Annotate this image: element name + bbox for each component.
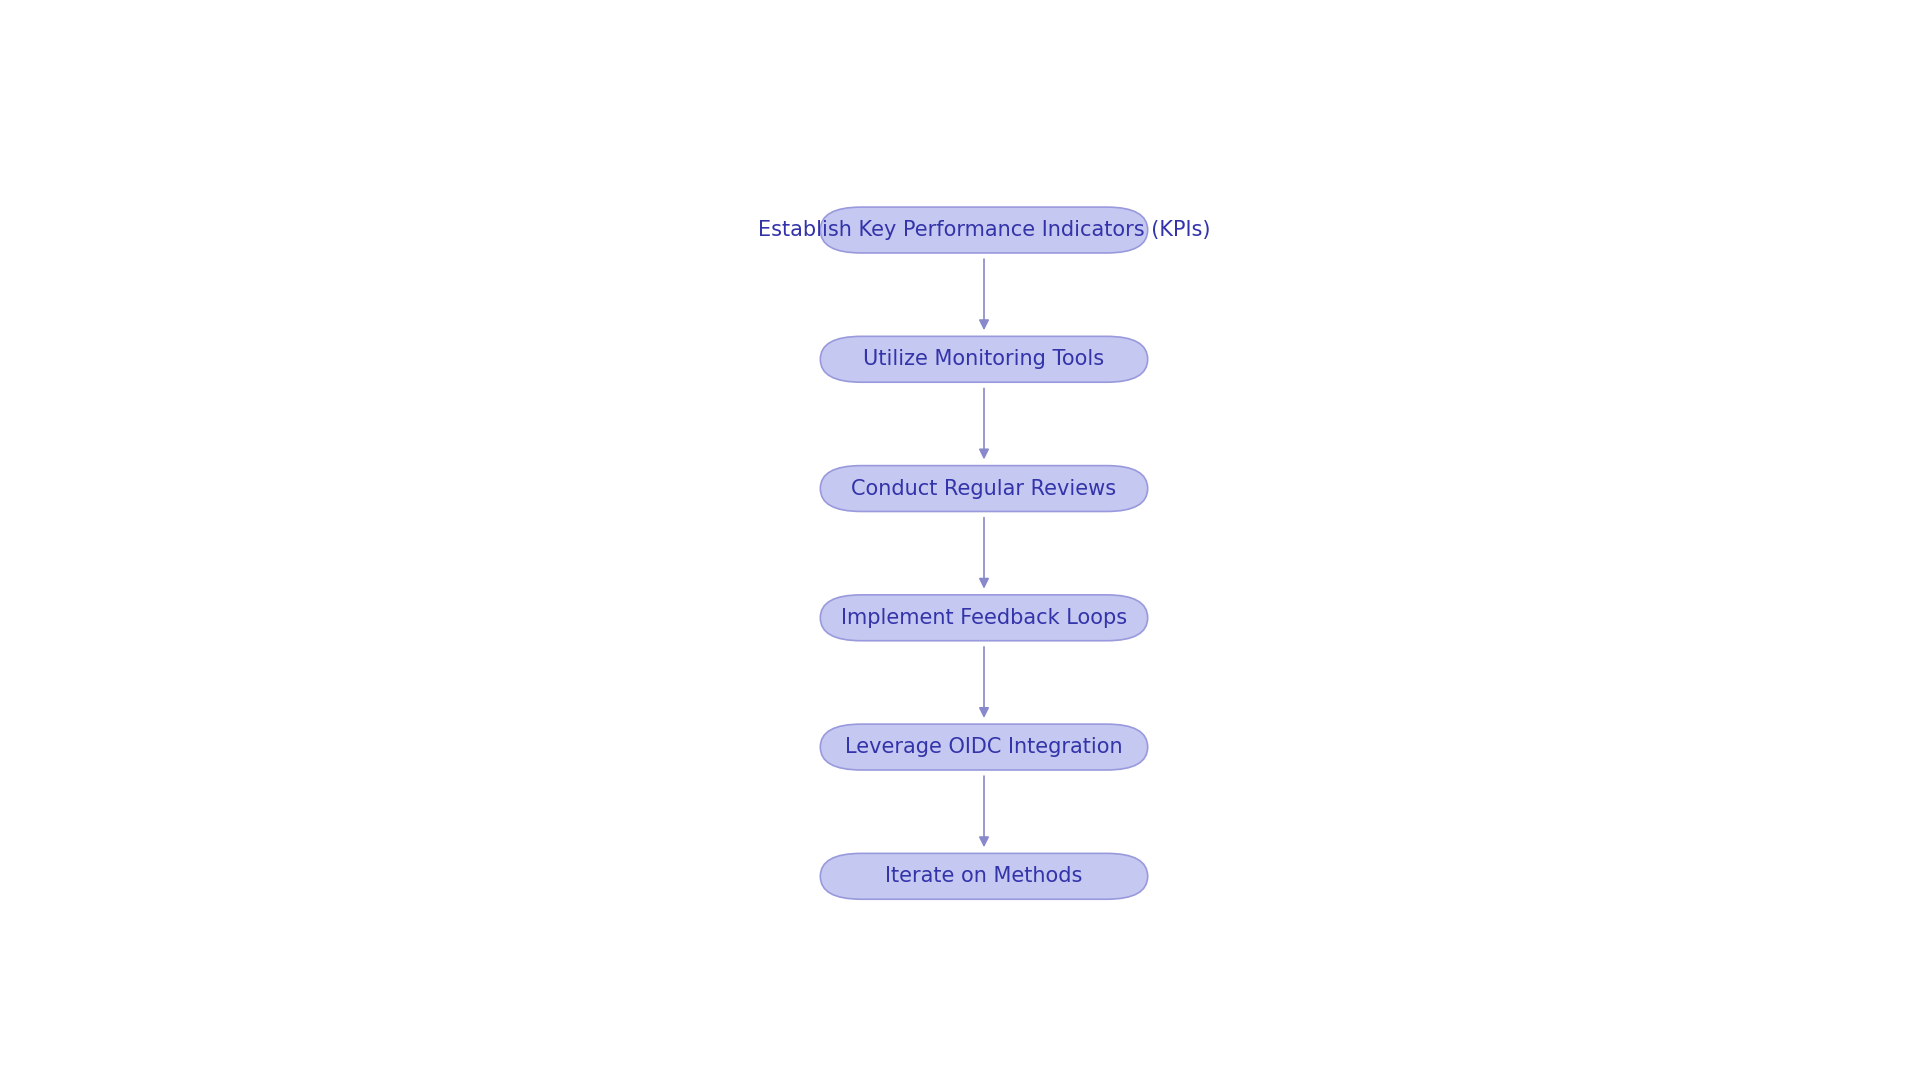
Text: Leverage OIDC Integration: Leverage OIDC Integration (845, 738, 1123, 757)
Text: Utilize Monitoring Tools: Utilize Monitoring Tools (864, 350, 1104, 369)
FancyBboxPatch shape (820, 337, 1148, 382)
FancyBboxPatch shape (820, 853, 1148, 899)
Text: Establish Key Performance Indicators (KPIs): Establish Key Performance Indicators (KP… (758, 220, 1210, 240)
Text: Iterate on Methods: Iterate on Methods (885, 866, 1083, 886)
FancyBboxPatch shape (820, 725, 1148, 770)
Text: Conduct Regular Reviews: Conduct Regular Reviews (851, 479, 1117, 498)
Text: Implement Feedback Loops: Implement Feedback Loops (841, 608, 1127, 628)
FancyBboxPatch shape (820, 595, 1148, 641)
FancyBboxPatch shape (820, 466, 1148, 511)
FancyBboxPatch shape (820, 207, 1148, 253)
